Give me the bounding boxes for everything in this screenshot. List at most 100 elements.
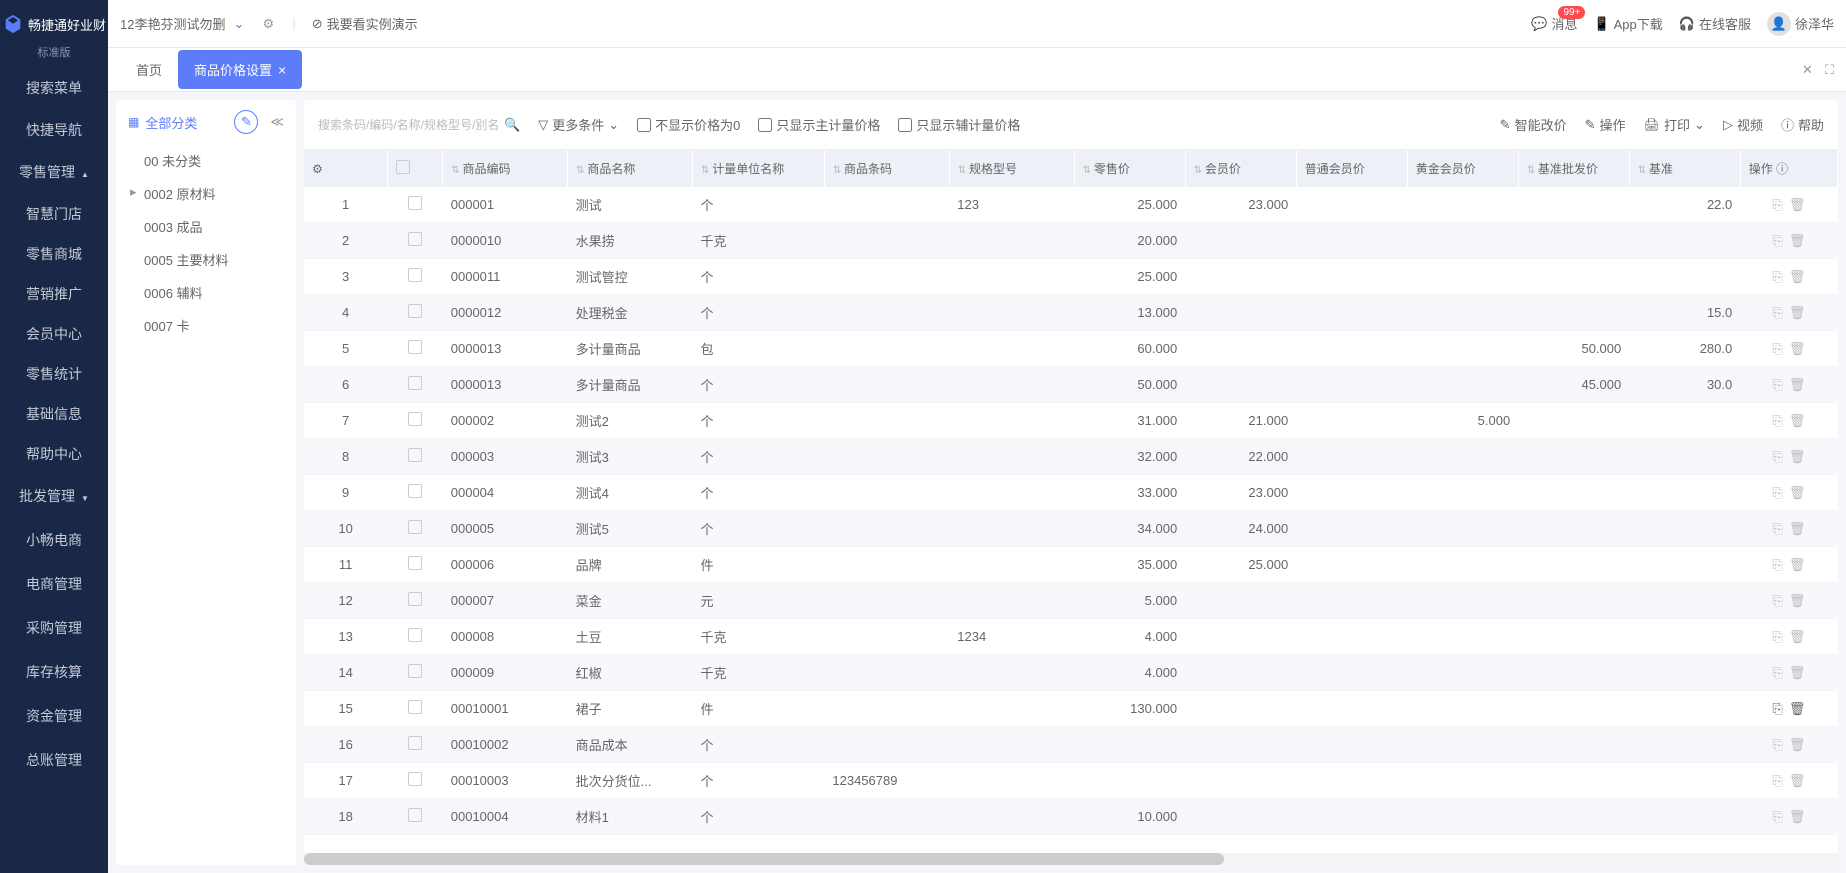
col-unit[interactable]: 计量单位名称 (693, 150, 825, 187)
more-filters-button[interactable]: ▽ 更多条件 ⌄ (538, 115, 619, 134)
sidebar-sub-4[interactable]: 零售统计 (0, 354, 108, 394)
delete-icon[interactable]: 🗑 (1789, 557, 1806, 573)
cell-member[interactable]: 24.000 (1185, 511, 1296, 547)
cell-gold[interactable] (1407, 799, 1518, 835)
col-member[interactable]: 会员价 (1185, 150, 1296, 187)
copy-icon[interactable]: ⎘ (1772, 413, 1782, 429)
row-checkbox[interactable] (387, 547, 443, 583)
cell-base2[interactable] (1629, 763, 1740, 799)
copy-icon[interactable]: ⎘ (1772, 557, 1782, 573)
cell-gold[interactable] (1407, 367, 1518, 403)
table-row[interactable]: 1000001测试个12325.00023.00022.0⎘🗑 (304, 187, 1838, 223)
cell-base[interactable] (1518, 187, 1629, 223)
cell-retail[interactable] (1074, 727, 1185, 763)
cell-retail[interactable]: 4.000 (1074, 655, 1185, 691)
cell-base[interactable] (1518, 799, 1629, 835)
tab-home[interactable]: 首页 (120, 50, 178, 89)
category-item-1[interactable]: 0002 原材料 (116, 177, 296, 210)
copy-icon[interactable]: ⎘ (1772, 773, 1782, 789)
cell-base2[interactable] (1629, 475, 1740, 511)
row-checkbox[interactable] (387, 763, 443, 799)
cell-member[interactable] (1185, 655, 1296, 691)
operate-button[interactable]: ✎操作 (1585, 115, 1626, 134)
cell-gold[interactable] (1407, 619, 1518, 655)
sidebar-quicknav[interactable]: 快捷导航 (0, 110, 108, 150)
row-checkbox[interactable] (387, 511, 443, 547)
cell-gold[interactable] (1407, 511, 1518, 547)
col-spec[interactable]: 规格型号 (949, 150, 1074, 187)
cell-retail[interactable]: 5.000 (1074, 583, 1185, 619)
cell-member[interactable] (1185, 799, 1296, 835)
cell-member[interactable] (1185, 619, 1296, 655)
cell-base2[interactable] (1629, 439, 1740, 475)
table-row[interactable]: 9000004测试4个33.00023.000⎘🗑 (304, 475, 1838, 511)
category-all[interactable]: 全部分类 (145, 113, 197, 132)
cell-normal[interactable] (1296, 187, 1407, 223)
sidebar-sub-3[interactable]: 会员中心 (0, 314, 108, 354)
delete-icon[interactable]: 🗑 (1789, 485, 1806, 501)
delete-icon[interactable]: 🗑 (1789, 629, 1806, 645)
cell-base[interactable] (1518, 295, 1629, 331)
cell-base[interactable] (1518, 475, 1629, 511)
cell-gold[interactable]: 5.000 (1407, 403, 1518, 439)
cell-base[interactable] (1518, 439, 1629, 475)
cell-gold[interactable] (1407, 583, 1518, 619)
context-selector[interactable]: 12李艳芬测试勿删 ⌄ (120, 14, 244, 33)
support-button[interactable]: 🎧 在线客服 (1679, 14, 1751, 33)
category-item-5[interactable]: 0007 卡 (116, 309, 296, 342)
cell-gold[interactable] (1407, 331, 1518, 367)
cell-normal[interactable] (1296, 691, 1407, 727)
sidebar-item-other-3[interactable]: 库存核算 (0, 650, 108, 694)
sidebar-item-other-5[interactable]: 总账管理 (0, 738, 108, 782)
cell-gold[interactable] (1407, 259, 1518, 295)
category-item-0[interactable]: 00 未分类 (116, 144, 296, 177)
cell-retail[interactable]: 130.000 (1074, 691, 1185, 727)
sidebar-sub-5[interactable]: 基础信息 (0, 394, 108, 434)
cell-retail[interactable]: 35.000 (1074, 547, 1185, 583)
copy-icon[interactable]: ⎘ (1772, 233, 1782, 249)
row-checkbox[interactable] (387, 583, 443, 619)
cell-normal[interactable] (1296, 223, 1407, 259)
cell-member[interactable] (1185, 295, 1296, 331)
cell-base2[interactable] (1629, 655, 1740, 691)
cell-base[interactable] (1518, 727, 1629, 763)
sidebar-item-wholesale[interactable]: 批发管理 (0, 474, 108, 518)
copy-icon[interactable]: ⎘ (1772, 701, 1782, 717)
row-checkbox[interactable] (387, 475, 443, 511)
table-scroll[interactable]: ⚙ 商品编码 商品名称 计量单位名称 商品条码 规格型号 零售价 会员价 普通会… (304, 150, 1838, 853)
video-button[interactable]: ▷视频 (1723, 115, 1763, 134)
row-checkbox[interactable] (387, 619, 443, 655)
cell-base2[interactable] (1629, 691, 1740, 727)
cell-normal[interactable] (1296, 763, 1407, 799)
cell-base2[interactable]: 22.0 (1629, 187, 1740, 223)
table-row[interactable]: 50000013多计量商品包60.00050.000280.0⎘🗑 (304, 331, 1838, 367)
col-retail[interactable]: 零售价 (1074, 150, 1185, 187)
cell-base[interactable] (1518, 547, 1629, 583)
cell-base[interactable] (1518, 259, 1629, 295)
cell-base2[interactable] (1629, 727, 1740, 763)
copy-icon[interactable]: ⎘ (1772, 377, 1782, 393)
cell-normal[interactable] (1296, 331, 1407, 367)
cell-retail[interactable]: 50.000 (1074, 367, 1185, 403)
table-row[interactable]: 1800010004材料1个10.000⎘🗑 (304, 799, 1838, 835)
cell-retail[interactable]: 20.000 (1074, 223, 1185, 259)
cell-base2[interactable]: 15.0 (1629, 295, 1740, 331)
sidebar-item-other-1[interactable]: 电商管理 (0, 562, 108, 606)
delete-icon[interactable]: 🗑 (1789, 593, 1806, 609)
cell-member[interactable] (1185, 727, 1296, 763)
sidebar-item-other-4[interactable]: 资金管理 (0, 694, 108, 738)
cell-member[interactable]: 23.000 (1185, 475, 1296, 511)
table-row[interactable]: 1600010002商品成本个⎘🗑 (304, 727, 1838, 763)
cell-normal[interactable] (1296, 295, 1407, 331)
category-item-4[interactable]: 0006 辅料 (116, 276, 296, 309)
col-checkbox[interactable] (387, 150, 443, 187)
demo-link[interactable]: ⊘ 我要看实例演示 (312, 14, 418, 33)
user-menu[interactable]: 👤 徐泽华 (1767, 12, 1834, 36)
sidebar-sub-0[interactable]: 智慧门店 (0, 194, 108, 234)
print-button[interactable]: 🖨打印⌄ (1644, 115, 1705, 134)
table-row[interactable]: 20000010水果捞千克20.000⎘🗑 (304, 223, 1838, 259)
close-all-icon[interactable]: ✕ (1802, 62, 1813, 78)
sidebar-sub-2[interactable]: 营销推广 (0, 274, 108, 314)
copy-icon[interactable]: ⎘ (1772, 341, 1782, 357)
row-checkbox[interactable] (387, 367, 443, 403)
